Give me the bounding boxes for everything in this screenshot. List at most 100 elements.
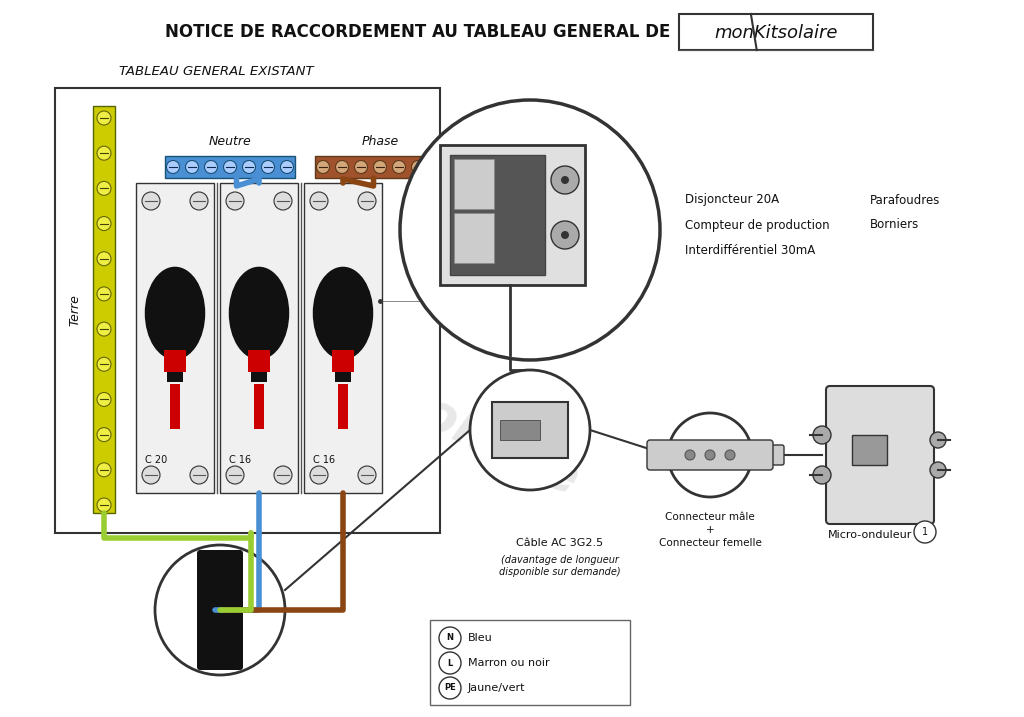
Text: Bleu: Bleu	[468, 633, 493, 643]
Circle shape	[97, 462, 111, 477]
Circle shape	[561, 176, 569, 184]
Circle shape	[226, 192, 244, 210]
Text: N: N	[446, 634, 454, 642]
Circle shape	[439, 627, 461, 649]
Circle shape	[97, 181, 111, 195]
Circle shape	[310, 192, 328, 210]
Text: monKitsolaire: monKitsolaire	[715, 24, 838, 42]
Circle shape	[430, 161, 443, 174]
Circle shape	[97, 427, 111, 442]
FancyBboxPatch shape	[852, 435, 887, 465]
Circle shape	[310, 466, 328, 484]
Circle shape	[930, 462, 946, 478]
Circle shape	[274, 192, 292, 210]
FancyBboxPatch shape	[167, 372, 183, 382]
Text: 1: 1	[922, 527, 928, 537]
FancyBboxPatch shape	[454, 159, 494, 209]
Circle shape	[97, 217, 111, 231]
FancyBboxPatch shape	[304, 183, 382, 493]
FancyBboxPatch shape	[55, 88, 440, 533]
Text: Micro-onduleur: Micro-onduleur	[827, 530, 912, 540]
Circle shape	[97, 322, 111, 336]
Text: C 16: C 16	[229, 455, 251, 465]
Circle shape	[97, 498, 111, 512]
FancyBboxPatch shape	[136, 183, 214, 493]
Ellipse shape	[312, 267, 373, 360]
FancyBboxPatch shape	[332, 351, 354, 372]
Text: Câble AC 3G2.5: Câble AC 3G2.5	[516, 538, 603, 548]
Text: C 16: C 16	[313, 455, 335, 465]
Text: Coffret AC: Coffret AC	[498, 378, 562, 391]
Circle shape	[97, 252, 111, 266]
Text: Disjoncteur 20A: Disjoncteur 20A	[685, 194, 779, 206]
Text: TABLEAU GENERAL EXISTANT: TABLEAU GENERAL EXISTANT	[120, 65, 314, 78]
Text: Parafoudres: Parafoudres	[870, 194, 940, 206]
Text: L: L	[447, 658, 453, 668]
Circle shape	[97, 287, 111, 301]
Circle shape	[358, 192, 376, 210]
Circle shape	[281, 161, 294, 174]
Text: Borniers: Borniers	[870, 219, 920, 232]
FancyBboxPatch shape	[440, 145, 585, 285]
Circle shape	[155, 545, 285, 675]
Circle shape	[685, 450, 695, 460]
FancyBboxPatch shape	[826, 386, 934, 524]
Circle shape	[336, 161, 348, 174]
Circle shape	[97, 146, 111, 160]
Circle shape	[223, 161, 237, 174]
Circle shape	[190, 192, 208, 210]
FancyBboxPatch shape	[755, 445, 784, 465]
Text: Neutre: Neutre	[209, 135, 251, 148]
Circle shape	[142, 466, 160, 484]
Circle shape	[470, 370, 590, 490]
FancyBboxPatch shape	[254, 384, 264, 429]
FancyBboxPatch shape	[430, 620, 630, 705]
Circle shape	[813, 426, 831, 444]
Circle shape	[930, 432, 946, 448]
FancyBboxPatch shape	[170, 384, 180, 429]
Circle shape	[813, 466, 831, 484]
Text: (davantage de longueur
disponible sur demande): (davantage de longueur disponible sur de…	[499, 555, 621, 577]
Circle shape	[185, 161, 199, 174]
Ellipse shape	[228, 267, 289, 360]
Text: Phase: Phase	[361, 135, 398, 148]
Text: Disjoncteur 16 A: Disjoncteur 16 A	[455, 294, 559, 308]
Circle shape	[439, 677, 461, 699]
Circle shape	[551, 221, 579, 249]
Circle shape	[705, 450, 715, 460]
FancyBboxPatch shape	[248, 351, 270, 372]
FancyBboxPatch shape	[220, 183, 298, 493]
Circle shape	[274, 466, 292, 484]
Circle shape	[392, 161, 406, 174]
Circle shape	[316, 161, 330, 174]
Circle shape	[668, 413, 752, 497]
Text: Compteur de production: Compteur de production	[685, 219, 829, 232]
FancyBboxPatch shape	[338, 384, 348, 429]
Circle shape	[97, 111, 111, 125]
FancyBboxPatch shape	[165, 156, 295, 178]
Circle shape	[400, 100, 660, 360]
FancyBboxPatch shape	[679, 14, 873, 50]
Circle shape	[167, 161, 179, 174]
FancyBboxPatch shape	[93, 106, 115, 513]
Text: NOTICE DE RACCORDEMENT AU TABLEAU GENERAL DE: NOTICE DE RACCORDEMENT AU TABLEAU GENERA…	[165, 23, 676, 41]
Circle shape	[914, 521, 936, 543]
FancyBboxPatch shape	[315, 156, 445, 178]
Circle shape	[725, 450, 735, 460]
Circle shape	[226, 466, 244, 484]
Circle shape	[561, 231, 569, 239]
Text: Connecteur mâle
+
Connecteur femelle: Connecteur mâle + Connecteur femelle	[658, 512, 762, 549]
Text: C 20: C 20	[145, 455, 167, 465]
Circle shape	[358, 466, 376, 484]
Circle shape	[354, 161, 368, 174]
Ellipse shape	[144, 267, 205, 360]
Circle shape	[243, 161, 256, 174]
Text: PE: PE	[444, 683, 456, 693]
FancyBboxPatch shape	[335, 372, 351, 382]
Circle shape	[374, 161, 386, 174]
Circle shape	[97, 392, 111, 407]
Circle shape	[412, 161, 425, 174]
Circle shape	[190, 466, 208, 484]
Text: Interdifférentiel 30mA: Interdifférentiel 30mA	[685, 244, 815, 257]
FancyBboxPatch shape	[450, 155, 545, 275]
